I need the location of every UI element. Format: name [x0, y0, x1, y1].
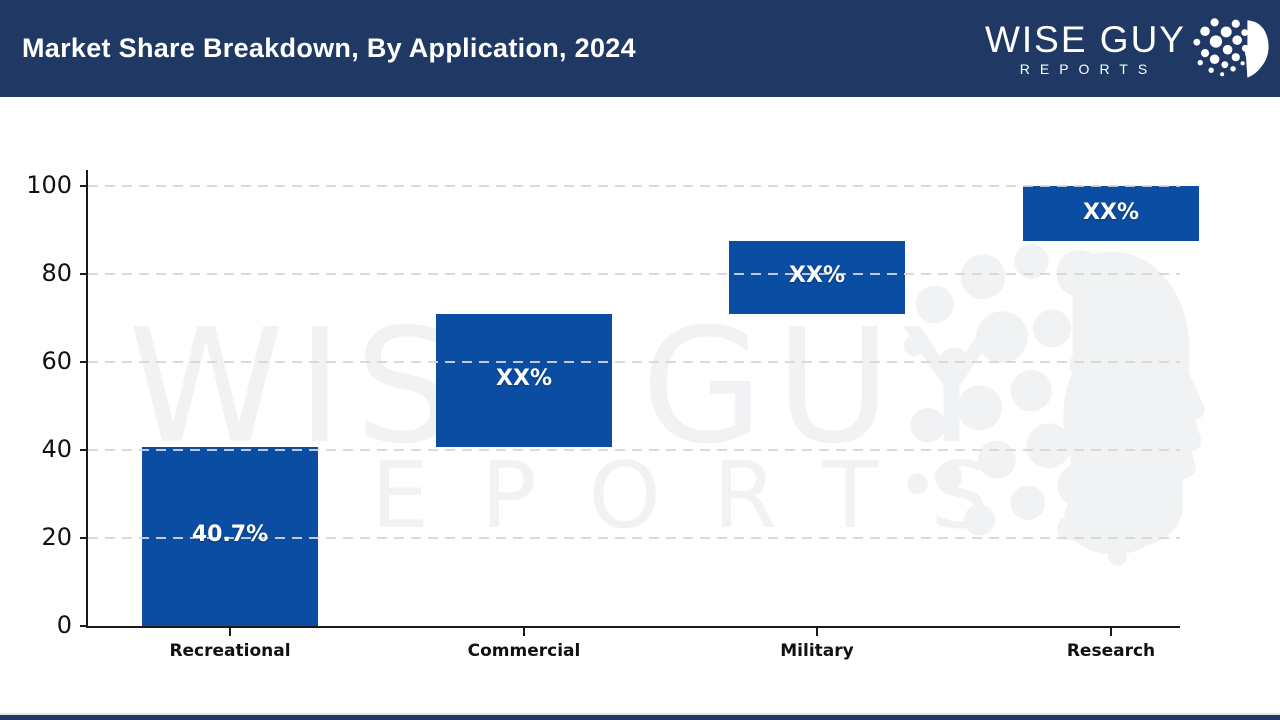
bar-commercial [436, 313, 612, 447]
logo-wordmark: WISE GUY [984, 18, 1186, 60]
gridline-100 [88, 185, 1180, 187]
y-tick-80 [80, 273, 88, 275]
bar-military [729, 241, 905, 314]
y-tick-0 [80, 625, 88, 627]
footer-bar [0, 715, 1280, 720]
y-tick-label-100: 100 [26, 171, 72, 199]
y-tick-100 [80, 185, 88, 187]
bar-value-label: XX% [789, 263, 845, 289]
category-label-commercial: Commercial [467, 641, 581, 661]
y-tick-label-80: 80 [41, 259, 72, 287]
y-axis-line [86, 170, 88, 628]
header-bar: Market Share Breakdown, By Application, … [0, 0, 1280, 97]
gridline-80 [88, 273, 1180, 275]
y-tick-20 [80, 537, 88, 539]
gridline-40 [88, 449, 1180, 451]
y-tick-label-0: 0 [56, 611, 72, 639]
chart-area: WISE GUY REPORTS 40.7% XX% XX% XX% 0 20 40 60 80… [0, 97, 1280, 715]
bar-research [1023, 186, 1199, 241]
y-tick-label-60: 60 [41, 347, 72, 375]
x-tick-research [1110, 628, 1112, 636]
gridline-20 [88, 537, 1180, 539]
watermark-text-line2: REPORTS [255, 442, 1041, 549]
watermark-head-graphic [903, 243, 1205, 566]
logo-text: WISE GUY REPORTS [984, 18, 1186, 77]
bar-value-label: 40.7% [191, 522, 269, 548]
y-tick-label-40: 40 [41, 435, 72, 463]
bar-value-label: XX% [1083, 199, 1139, 225]
x-axis-line [86, 626, 1180, 628]
y-tick-40 [80, 449, 88, 451]
category-label-military: Military [780, 641, 854, 661]
y-tick-60 [80, 361, 88, 363]
bar-recreational [142, 446, 318, 626]
gridline-60 [88, 361, 1180, 363]
bar-value-label: XX% [496, 366, 552, 392]
category-label-recreational: Recreational [169, 641, 291, 661]
logo-subtext: REPORTS [1019, 60, 1158, 77]
y-tick-label-20: 20 [41, 523, 72, 551]
x-tick-commercial [523, 628, 525, 636]
plot-area: 40.7% XX% XX% XX% 0 20 40 60 80 100 Recreational Co… [0, 97, 1280, 715]
wiseguy-logo: WISE GUY REPORTS [985, 0, 1272, 97]
page-title: Market Share Breakdown, By Application, … [22, 33, 636, 63]
logo-head-icon [1193, 17, 1269, 78]
category-label-research: Research [1066, 641, 1156, 661]
footer-divider [0, 713, 1280, 715]
x-tick-military [816, 628, 818, 636]
x-tick-recreational [229, 628, 231, 636]
